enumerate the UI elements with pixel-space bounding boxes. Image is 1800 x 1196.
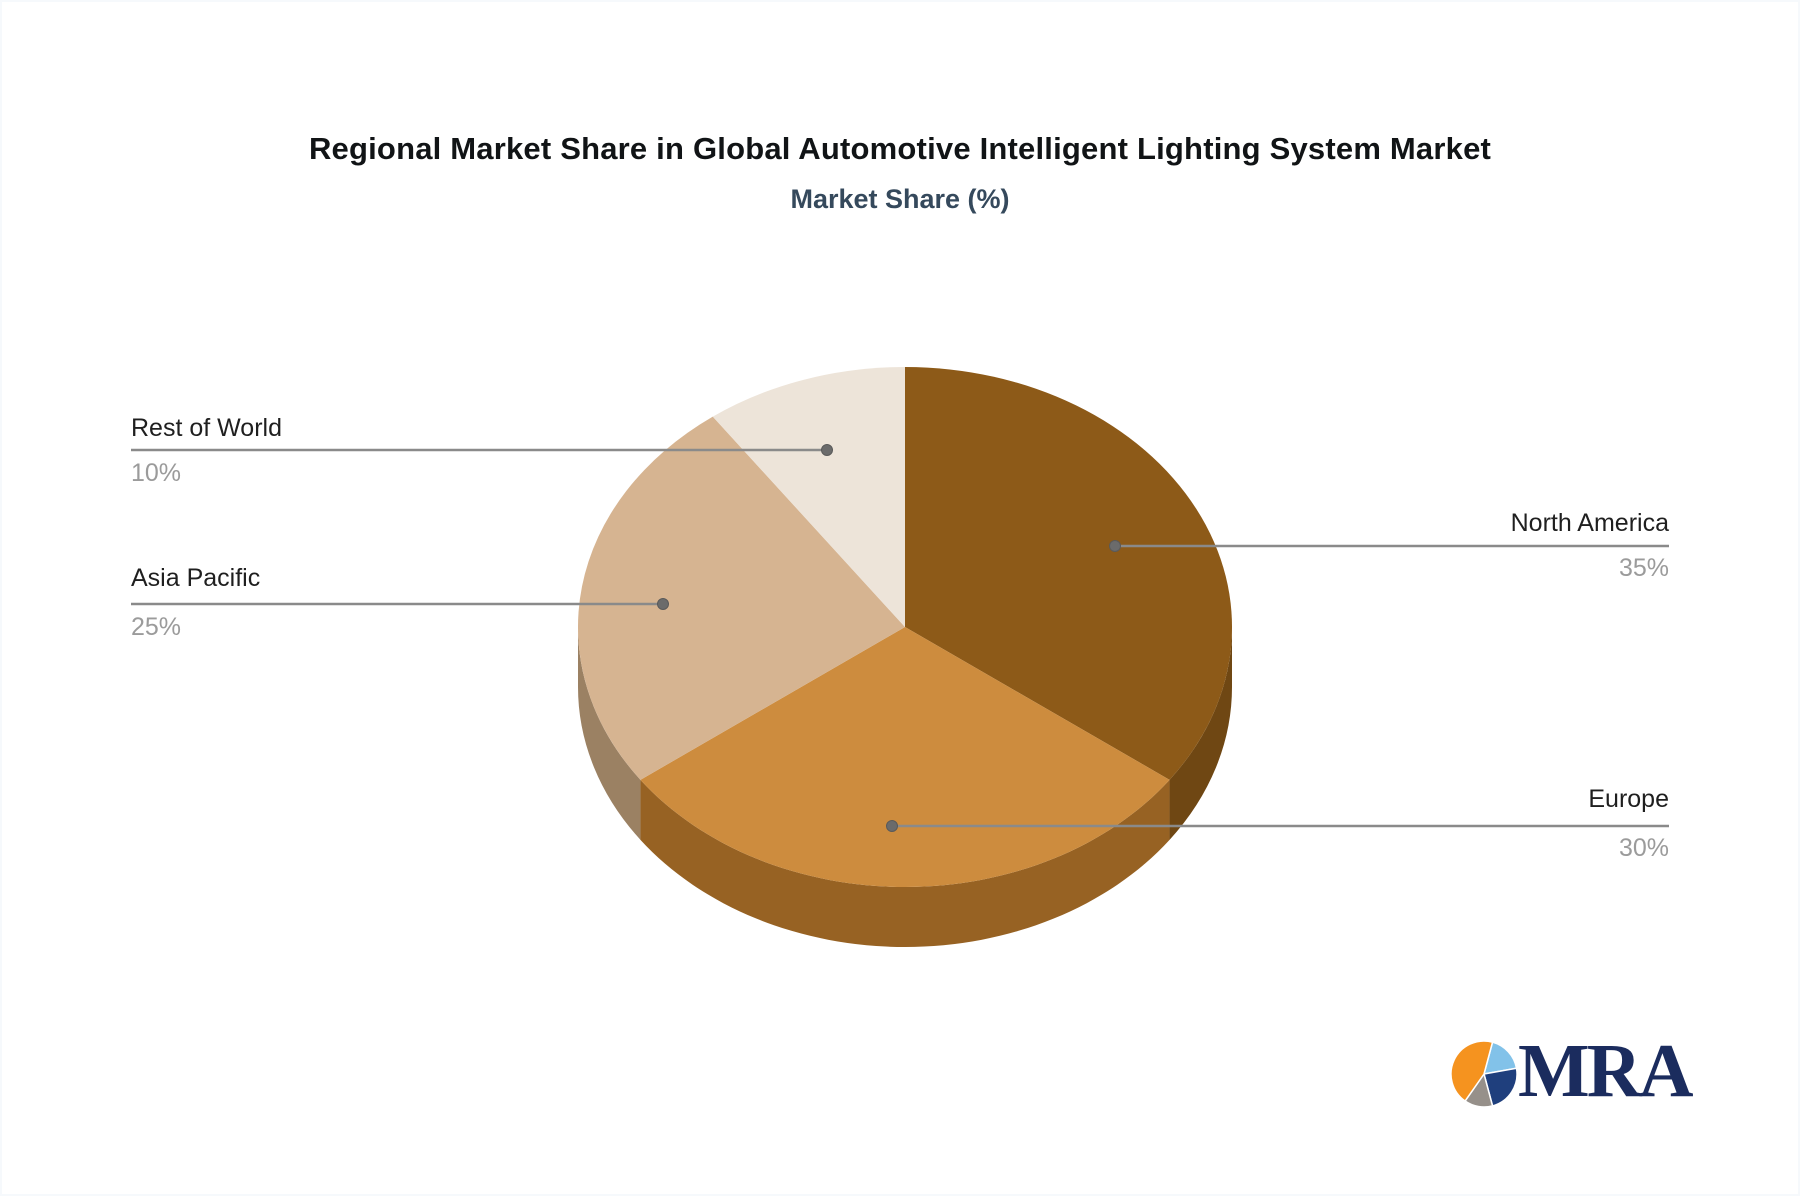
mra-logo-pie-icon xyxy=(1450,1040,1518,1108)
pie-slice-side-asia-pacific xyxy=(578,627,641,840)
callout-label-asia-pacific: Asia Pacific xyxy=(131,564,261,592)
leader-dot-north-america xyxy=(1109,540,1121,552)
callout-label-europe: Europe xyxy=(1588,785,1669,813)
callout-value-rest-of-world: 10% xyxy=(131,459,182,487)
pie-slice-side-europe xyxy=(640,779,1170,948)
pie-slice-rest-of-world[interactable] xyxy=(712,366,905,627)
callout-value-europe: 30% xyxy=(1618,834,1669,862)
chart-subtitle: Market Share (%) xyxy=(790,184,1010,214)
callout-value-asia-pacific: 25% xyxy=(131,613,182,641)
pie-slice-asia-pacific[interactable] xyxy=(577,416,905,780)
pie-slice-north-america[interactable] xyxy=(905,367,1233,780)
logo-slice-orange xyxy=(1450,1040,1494,1103)
chart-title: Regional Market Share in Global Automoti… xyxy=(308,131,1492,166)
callout-label-north-america: North America xyxy=(1510,509,1669,537)
callout-value-north-america: 35% xyxy=(1618,554,1669,582)
pie-slice-side-north-america xyxy=(1169,627,1232,840)
mra-logo-text: MRA xyxy=(1518,1029,1694,1113)
leader-dot-asia-pacific xyxy=(657,598,669,610)
leader-dot-europe xyxy=(886,820,898,832)
logo-slice-navy xyxy=(1483,1067,1518,1107)
mra-logo: MRA xyxy=(1450,1029,1710,1130)
callout-label-rest-of-world: Rest of World xyxy=(131,414,282,442)
pie-slice-europe[interactable] xyxy=(640,627,1170,888)
leader-dot-rest-of-world xyxy=(821,444,833,456)
